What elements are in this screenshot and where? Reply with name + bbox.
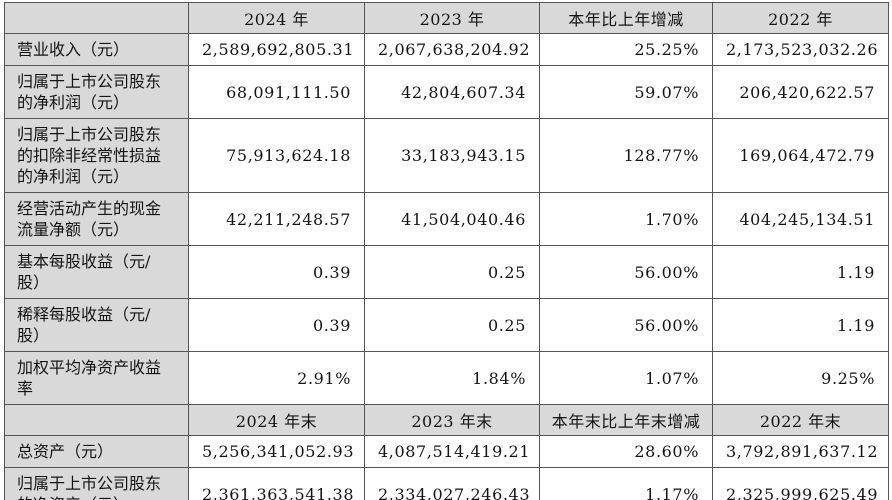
row-revenue: 营业收入（元） 2,589,692,805.31 2,067,638,204.9… — [4, 33, 889, 66]
row-net-profit: 归属于上市公司股东的净利润（元） 68,091,111.50 42,804,60… — [4, 65, 889, 119]
cell-total-assets-2023: 4,087,514,419.21 — [364, 435, 540, 468]
row-label: 营业收入（元） — [4, 33, 189, 66]
cell-weighted-avg-roe-2024: 2.91% — [188, 351, 365, 405]
cell-net-profit-deducted-2023: 33,183,943.15 — [364, 118, 540, 193]
cell-net-assets-2022: 2,325,999,625.49 — [712, 467, 889, 500]
row-label: 基本每股收益（元/股） — [4, 245, 189, 299]
row-label: 归属于上市公司股东的净利润（元） — [4, 65, 189, 119]
cell-net-profit-2022: 206,420,622.57 — [712, 65, 889, 119]
row-net-assets: 归属于上市公司股东的净资产（元） 2,361,363,541.38 2,334,… — [4, 467, 889, 500]
cell-operating-cash-flow-2024: 42,211,248.57 — [188, 192, 365, 246]
cell-net-profit-deducted-2024: 75,913,624.18 — [188, 118, 365, 193]
cell-revenue-2022: 2,173,523,032.26 — [712, 33, 889, 66]
row-label: 归属于上市公司股东的净资产（元） — [4, 467, 189, 500]
annual-header-row: 2024 年 2023 年 本年比上年增减 2022 年 — [4, 2, 889, 34]
cell-diluted-eps-change: 56.00% — [539, 298, 713, 352]
cell-net-assets-2024: 2,361,363,541.38 — [188, 467, 365, 500]
cell-net-profit-2023: 42,804,607.34 — [364, 65, 540, 119]
cell-total-assets-2024: 5,256,341,052.93 — [188, 435, 365, 468]
cell-revenue-2023: 2,067,638,204.92 — [364, 33, 540, 66]
cell-net-assets-2023: 2,334,027,246.43 — [364, 467, 540, 500]
cell-total-assets-change: 28.60% — [539, 435, 713, 468]
cell-weighted-avg-roe-2023: 1.84% — [364, 351, 540, 405]
period-end-header-2022: 2022 年末 — [712, 404, 889, 436]
cell-operating-cash-flow-change: 1.70% — [539, 192, 713, 246]
period-end-header-row: 2024 年末 2023 年末 本年末比上年末增减 2022 年末 — [4, 404, 889, 436]
cell-weighted-avg-roe-2022: 9.25% — [712, 351, 889, 405]
cell-diluted-eps-2023: 0.25 — [364, 298, 540, 352]
row-label: 经营活动产生的现金流量净额（元） — [4, 192, 189, 246]
row-net-profit-deducted: 归属于上市公司股东的扣除非经常性损益的净利润（元） 75,913,624.18 … — [4, 118, 889, 193]
cell-net-profit-2024: 68,091,111.50 — [188, 65, 365, 119]
cell-operating-cash-flow-2023: 41,504,040.46 — [364, 192, 540, 246]
annual-header-2023: 2023 年 — [364, 2, 540, 34]
cell-revenue-2024: 2,589,692,805.31 — [188, 33, 365, 66]
cell-diluted-eps-2024: 0.39 — [188, 298, 365, 352]
cell-basic-eps-2024: 0.39 — [188, 245, 365, 299]
cell-net-profit-deducted-change: 128.77% — [539, 118, 713, 193]
row-label: 总资产（元） — [4, 435, 189, 468]
cell-total-assets-2022: 3,792,891,637.12 — [712, 435, 889, 468]
annual-header-change: 本年比上年增减 — [539, 2, 713, 34]
period-end-header-empty — [4, 404, 189, 436]
annual-header-empty — [4, 2, 189, 34]
financial-summary-table: 2024 年 2023 年 本年比上年增减 2022 年 营业收入（元） 2,5… — [4, 2, 889, 500]
row-operating-cash-flow: 经营活动产生的现金流量净额（元） 42,211,248.57 41,504,04… — [4, 192, 889, 246]
cell-revenue-change: 25.25% — [539, 33, 713, 66]
row-diluted-eps: 稀释每股收益（元/股） 0.39 0.25 56.00% 1.19 — [4, 298, 889, 352]
annual-header-2022: 2022 年 — [712, 2, 889, 34]
cell-weighted-avg-roe-change: 1.07% — [539, 351, 713, 405]
row-label: 归属于上市公司股东的扣除非经常性损益的净利润（元） — [4, 118, 189, 193]
row-weighted-avg-roe: 加权平均净资产收益率 2.91% 1.84% 1.07% 9.25% — [4, 351, 889, 405]
cell-net-profit-deducted-2022: 169,064,472.79 — [712, 118, 889, 193]
row-basic-eps: 基本每股收益（元/股） 0.39 0.25 56.00% 1.19 — [4, 245, 889, 299]
cell-basic-eps-2023: 0.25 — [364, 245, 540, 299]
annual-header-2024: 2024 年 — [188, 2, 365, 34]
cell-basic-eps-change: 56.00% — [539, 245, 713, 299]
period-end-header-2024: 2024 年末 — [188, 404, 365, 436]
period-end-header-change: 本年末比上年末增减 — [539, 404, 713, 436]
cell-net-profit-change: 59.07% — [539, 65, 713, 119]
cell-net-assets-change: 1.17% — [539, 467, 713, 500]
row-total-assets: 总资产（元） 5,256,341,052.93 4,087,514,419.21… — [4, 435, 889, 468]
cell-operating-cash-flow-2022: 404,245,134.51 — [712, 192, 889, 246]
row-label: 稀释每股收益（元/股） — [4, 298, 189, 352]
cell-basic-eps-2022: 1.19 — [712, 245, 889, 299]
cell-diluted-eps-2022: 1.19 — [712, 298, 889, 352]
period-end-header-2023: 2023 年末 — [364, 404, 540, 436]
row-label: 加权平均净资产收益率 — [4, 351, 189, 405]
